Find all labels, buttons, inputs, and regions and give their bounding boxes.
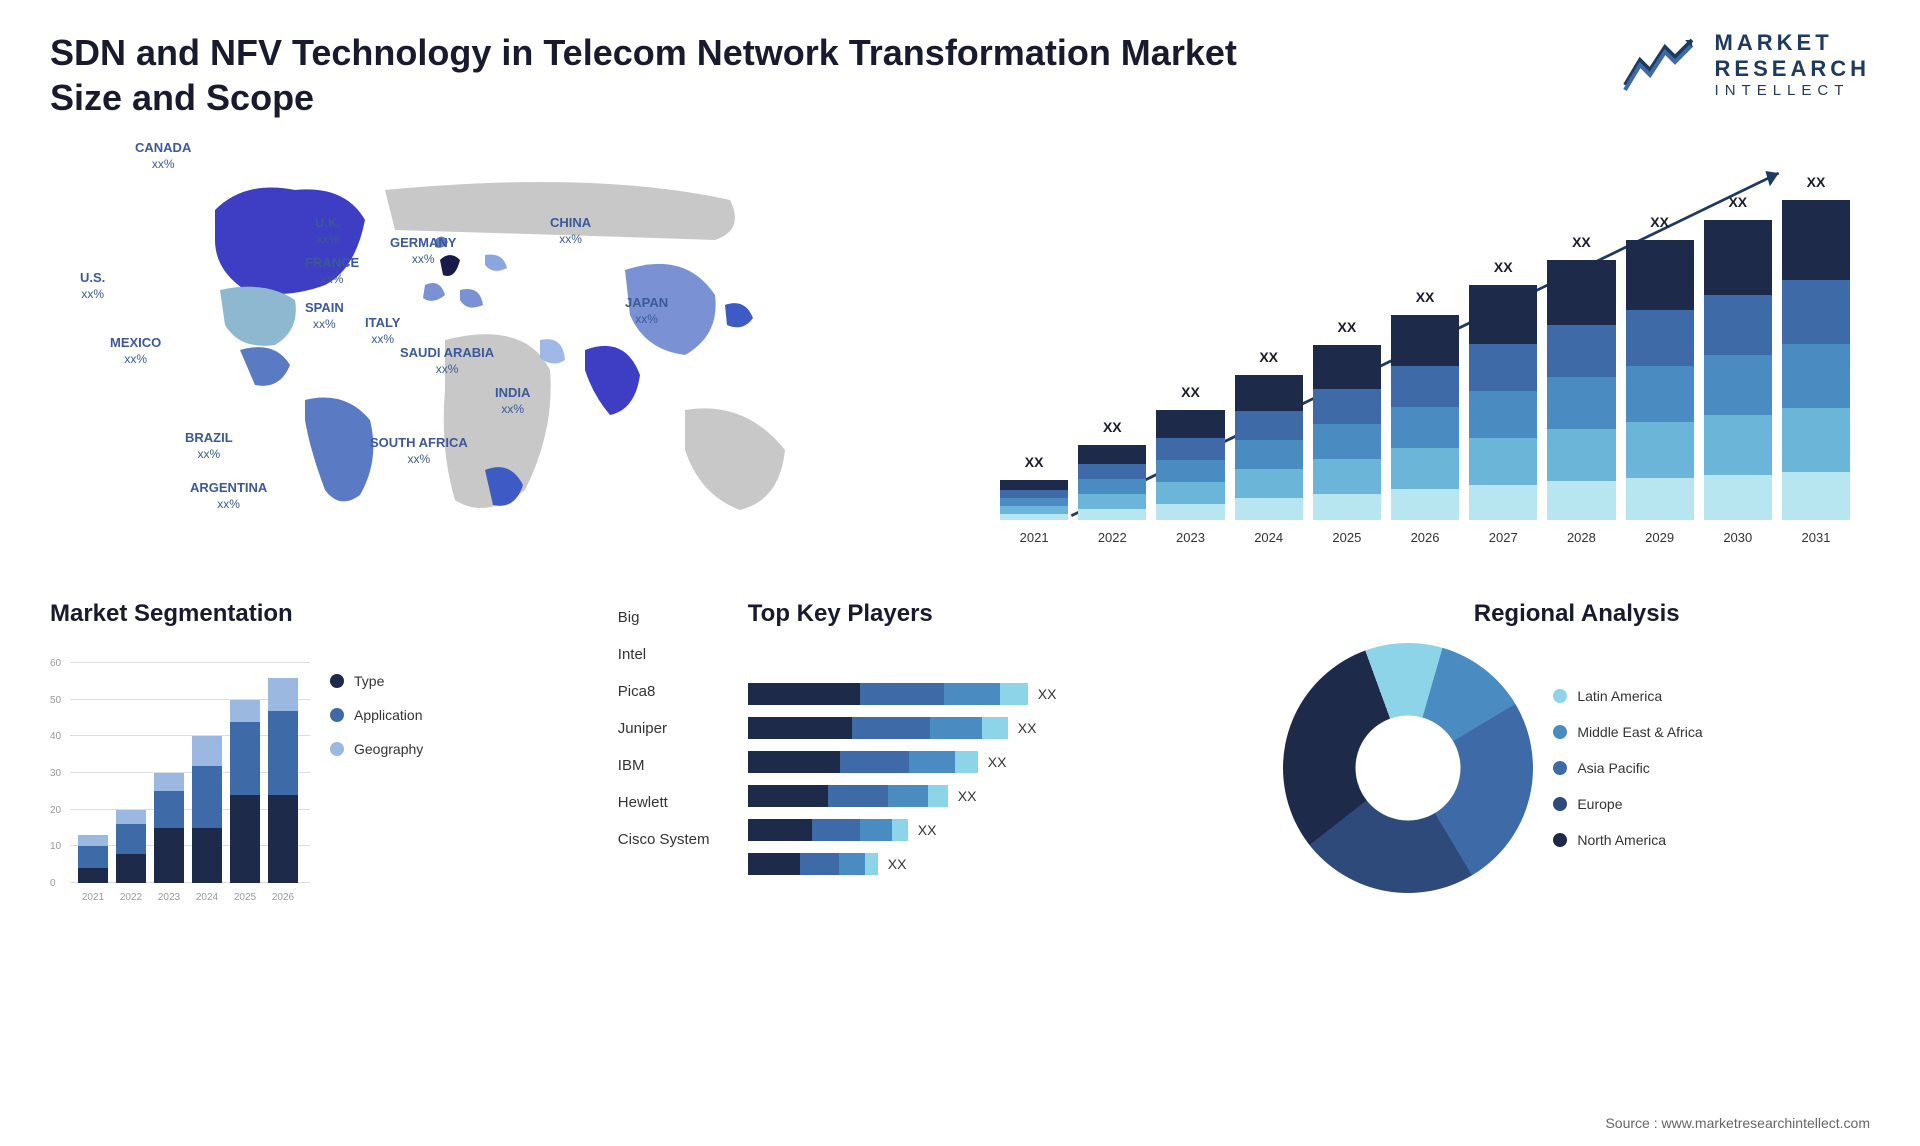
growth-bar: XX2028 [1547, 234, 1615, 520]
regional-legend: Latin America Middle East & Africa Asia Pa… [1553, 688, 1702, 848]
map-label: FRANCExx% [305, 255, 359, 286]
map-label: ITALYxx% [365, 315, 400, 346]
legend-item: North America [1553, 832, 1702, 848]
page-title: SDN and NFV Technology in Telecom Networ… [50, 30, 1250, 120]
player-bar-row: XX [748, 717, 1254, 739]
top-section: CANADAxx% U.S.xx% MEXICOxx% BRAZILxx% ARGENT… [50, 140, 1870, 560]
players-list: BigIntelPica8JuniperIBMHewlettCisco Syst… [618, 600, 738, 856]
growth-bar: XX2029 [1626, 214, 1694, 520]
bottom-section: Market Segmentation 01020304050602021202… [50, 600, 1870, 903]
growth-bar: XX2024 [1235, 349, 1303, 520]
growth-chart: XX2021XX2022XX2023XX2024XX2025XX2026XX20… [980, 140, 1870, 560]
growth-bar: XX2031 [1782, 174, 1850, 520]
regional-title: Regional Analysis [1283, 600, 1870, 628]
map-label: BRAZILxx% [185, 430, 233, 461]
growth-bar: XX2023 [1156, 384, 1224, 520]
growth-bar: XX2021 [1000, 454, 1068, 520]
header: SDN and NFV Technology in Telecom Networ… [50, 30, 1870, 120]
player-name: Cisco System [618, 822, 738, 856]
players-panel: BigIntelPica8JuniperIBMHewlettCisco Syst… [618, 600, 1254, 903]
logo-icon [1620, 35, 1700, 95]
players-title: Top Key Players [748, 600, 1254, 628]
map-label: ARGENTINAxx% [190, 480, 267, 511]
seg-bar [230, 700, 260, 883]
map-label: U.S.xx% [80, 270, 105, 301]
legend-item: Geography [330, 741, 423, 757]
growth-bar: XX2027 [1469, 259, 1537, 520]
map-label: CANADAxx% [135, 140, 191, 171]
world-map-panel: CANADAxx% U.S.xx% MEXICOxx% BRAZILxx% ARGENT… [50, 140, 940, 560]
legend-item: Latin America [1553, 688, 1702, 704]
player-name: Pica8 [618, 674, 738, 708]
map-label: CHINAxx% [550, 215, 591, 246]
player-bar-row: XX [748, 785, 1254, 807]
player-bar-row: XX [748, 819, 1254, 841]
map-label: INDIAxx% [495, 385, 530, 416]
player-bar-row: XX [748, 683, 1254, 705]
players-bars: XX XX XX XX XX XX [748, 643, 1254, 875]
world-map [50, 140, 940, 560]
player-name: Big [618, 600, 738, 634]
source-text: Source : www.marketresearchintellect.com [1605, 1115, 1870, 1131]
regional-panel: Regional Analysis Latin America Middle Ea… [1283, 600, 1870, 903]
segmentation-panel: Market Segmentation 01020304050602021202… [50, 600, 588, 903]
seg-bar [78, 835, 108, 883]
player-bar-row: XX [748, 853, 1254, 875]
legend-item: Asia Pacific [1553, 760, 1702, 776]
map-label: JAPANxx% [625, 295, 668, 326]
segmentation-title: Market Segmentation [50, 600, 588, 628]
map-label: SAUDI ARABIAxx% [400, 345, 494, 376]
legend-item: Type [330, 673, 423, 689]
player-name: Juniper [618, 711, 738, 745]
map-label: SOUTH AFRICAxx% [370, 435, 468, 466]
segmentation-bars: 0102030405060202120222023202420252026 [50, 643, 310, 903]
growth-bar: XX2030 [1704, 194, 1772, 520]
player-name: Intel [618, 637, 738, 671]
growth-bar: XX2025 [1313, 319, 1381, 520]
seg-bar [268, 678, 298, 883]
seg-bar [154, 773, 184, 883]
growth-bar: XX2026 [1391, 289, 1459, 520]
map-label: GERMANYxx% [390, 235, 456, 266]
map-label: MEXICOxx% [110, 335, 161, 366]
legend-item: Middle East & Africa [1553, 724, 1702, 740]
growth-bar: XX2022 [1078, 419, 1146, 520]
player-name: Hewlett [618, 785, 738, 819]
logo: MARKET RESEARCH INTELLECT [1620, 30, 1870, 99]
map-label: SPAINxx% [305, 300, 344, 331]
player-bar-row: XX [748, 751, 1254, 773]
player-name: IBM [618, 748, 738, 782]
legend-item: Europe [1553, 796, 1702, 812]
legend-item: Application [330, 707, 423, 723]
seg-bar [116, 810, 146, 883]
segmentation-legend: Type Application Geography [330, 643, 423, 903]
logo-text: MARKET RESEARCH INTELLECT [1715, 30, 1870, 99]
regional-donut [1283, 643, 1533, 893]
seg-bar [192, 736, 222, 883]
map-label: U.K.xx% [315, 215, 341, 246]
